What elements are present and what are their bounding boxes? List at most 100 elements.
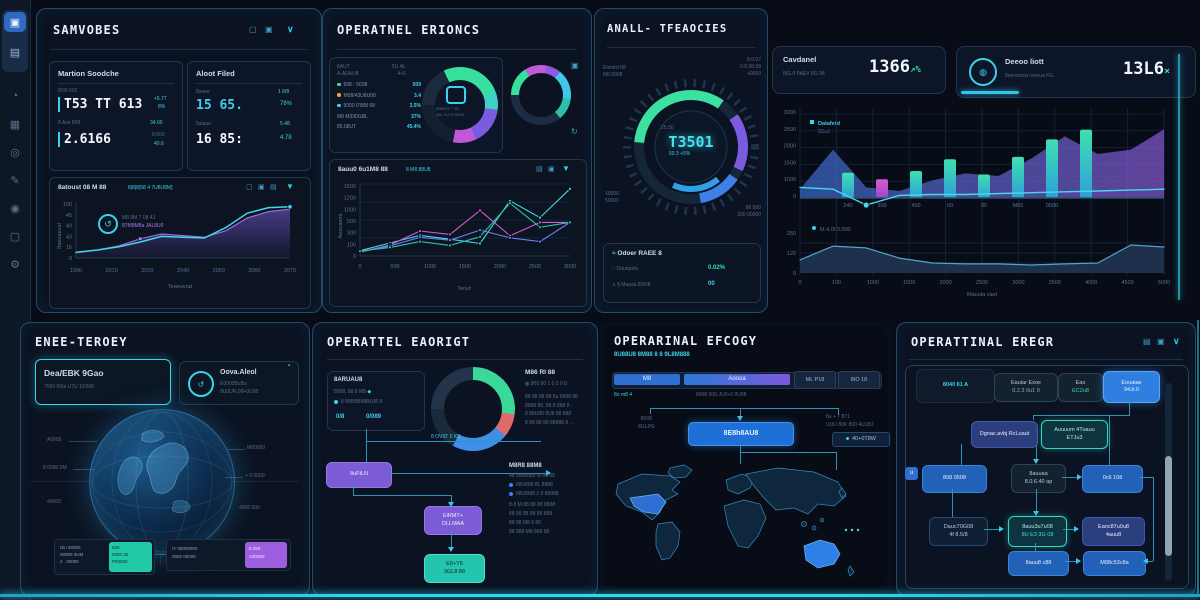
org-box-h[interactable]: 8auuaa 8.0.6.40 ap	[1011, 464, 1066, 493]
org-box-b3[interactable]: Eouaiae 94Jr.0	[1103, 371, 1160, 403]
kpi1-title: Cavdanel	[783, 55, 817, 64]
globe-chip-1[interactable]: Din 50000 00000 0UM 2 . 00000 50K 5000 30 P0…	[54, 539, 155, 575]
camera-icon[interactable]: ▣	[571, 61, 579, 70]
svg-text:M00: M00	[1013, 203, 1024, 209]
diamond-icon: ◆	[367, 389, 372, 395]
org-box-b1[interactable]: Eauiar Exoe 0.2.3 0u1 9	[994, 373, 1058, 402]
stat1-delta1: +5.77	[154, 96, 167, 102]
trend-chart-card: 8atoust 08 M 88 8|8|8|58 4 7U8U8M] ▢ ▣ ▤…	[49, 177, 311, 309]
org-box-b2[interactable]: Eao EC2u8	[1058, 373, 1103, 402]
kpi1-value: 1366↗%	[869, 57, 921, 77]
lines-ylabel: Aeeuaemt	[338, 213, 344, 239]
annotation-line1: M8 8M 7 08 4J	[122, 215, 156, 221]
org-box-f[interactable]: Auuuum 4Tuauu ETJu3	[1041, 420, 1108, 449]
org-box-k[interactable]: 8auu3u7u08 8U E3 3G 08	[1008, 516, 1067, 547]
sidebar-item-clock[interactable]: ◔	[11, 90, 19, 102]
donut-center-text2: 48L 3U78 08U8	[436, 112, 464, 117]
globe-selected-box[interactable]: Dea/EBK 9Gao 7000 00ta U7U 10'008	[35, 359, 171, 405]
panel-efficiency: OPERARINAL EFCOGY 8U88U8 8M88 8 8 9L8M88…	[600, 322, 892, 594]
layout-icon[interactable]: ▤	[536, 166, 543, 173]
svg-text:43: 43	[66, 234, 72, 240]
operations-ring-chart	[511, 65, 571, 125]
kpi-combo-chart: Datafetd 88u0 M 4.000.000 Mauuta vavt 24…	[784, 108, 1170, 298]
operations-donut-chart	[422, 67, 498, 143]
svg-text:100: 100	[832, 280, 841, 286]
svg-text:1000: 1000	[344, 207, 356, 213]
chevron-down-icon[interactable]: ∨	[1173, 336, 1180, 346]
stat1-delta3: 8.500	[152, 132, 165, 138]
chevron-filled-icon[interactable]: ▼	[562, 164, 570, 173]
gauge-label-tr: 8.0.07 0.0.00.08 +0000	[740, 57, 761, 77]
svg-text:0000: 0000	[1046, 203, 1058, 209]
org-box-n[interactable]: M88c53c8a	[1083, 551, 1146, 576]
progress-seg-1[interactable]: M8	[614, 374, 680, 385]
legend-row: M08/43U8U08 3.4	[337, 93, 421, 99]
annotation-line2: 87M8M8a JAL8U0	[122, 223, 164, 229]
kpi-xlabel: Mauuta vavt	[967, 292, 997, 298]
sidebar-item-edit[interactable]: ✎	[10, 174, 20, 187]
progress-box-1[interactable]: ML P18	[794, 371, 836, 389]
gauge-stats-row1-label: − Odunpets	[612, 266, 638, 272]
org-box-m[interactable]: 8auu8 c88	[1008, 551, 1069, 576]
chevron-down-icon[interactable]: ∨	[287, 24, 294, 34]
chevron-filled-icon[interactable]: ▼	[286, 182, 294, 191]
svg-text:3000: 3000	[1012, 280, 1024, 286]
gauge-stats-row1-value: 0.02%	[708, 265, 726, 271]
layout-icon[interactable]: ▤	[270, 184, 277, 191]
grid-icon[interactable]: ▣	[265, 25, 273, 34]
panel-gauge: ANALL- TFEAOCIES 25.50 T3501 50.3 +5% El…	[594, 8, 768, 313]
org-box-e[interactable]: Dgnac.avbj RcLuaut	[971, 421, 1038, 448]
grid-icon[interactable]: ▣	[1157, 337, 1165, 346]
org-box-i[interactable]: 0c6 108	[1082, 465, 1143, 493]
corner-marker-icon: ▪	[288, 363, 291, 369]
svg-text:1500: 1500	[344, 184, 356, 190]
refresh-ring-icon: ↺	[98, 214, 118, 234]
refresh-icon[interactable]: ↻	[571, 127, 578, 136]
chip2-tag: 8.250 A20000	[245, 542, 287, 568]
progress-box-2[interactable]: 8IO 18	[838, 371, 880, 389]
sidebar-item-folder[interactable]: ▢	[9, 230, 21, 243]
svg-text:00: 00	[947, 203, 953, 209]
gauge-stats-row2-label: ∧ § Maaaa 800/8	[612, 282, 651, 288]
svg-text:2060: 2060	[248, 268, 260, 274]
layout-icon[interactable]: ▤	[1143, 337, 1151, 346]
stat2-r2-label: 5alaue	[196, 121, 212, 127]
gauge-center-bottom: 50.3 +5%	[669, 151, 691, 157]
grid-icon[interactable]: ▣	[258, 184, 265, 191]
sidebar-item-target[interactable]: ◉	[10, 202, 20, 215]
globe-chip-2[interactable]: IY 00000000 0000 00000 8.250 A20000	[166, 539, 291, 571]
svg-text:1990: 1990	[70, 268, 82, 274]
globe-info-box[interactable]: ↺ Oova.Aleol E0000BuBu 8U0UR.08+0U08 ▪	[179, 361, 299, 405]
svg-text:1000: 1000	[867, 280, 879, 286]
svg-text:240: 240	[843, 203, 852, 209]
mid-right-tag[interactable]: 40+0T8W	[832, 432, 890, 447]
org-box-g[interactable]: 808 0508	[922, 465, 987, 493]
kpi1-sub: 8IG.0 PAEV 8G 98	[783, 71, 825, 77]
grid-icon[interactable]: ▣	[548, 166, 555, 173]
flow-box-3[interactable]: E8+Y8 9GL8 88	[424, 554, 485, 583]
flow-box-2[interactable]: EiRMT+ DLLMAA	[424, 506, 482, 535]
org-box-l[interactable]: Eanc87u0u8 4auu8	[1082, 517, 1145, 546]
primary-button[interactable]: 8E8h8AU8	[688, 422, 794, 446]
audit-list-row: 88 88 88 88 88 888	[509, 511, 553, 517]
sidebar-item-gear[interactable]: ⚙	[10, 258, 20, 271]
panel-globe: ENEE-TEROEY Dea/EBK 9Gao 7000 00ta U7U 1…	[20, 322, 310, 596]
sidebar-item-search[interactable]: ◎	[10, 146, 20, 159]
flow-box-1[interactable]: 8uFtLN	[326, 462, 392, 488]
sidebar-item-panel[interactable]: ▤	[9, 46, 21, 59]
panel-samples-title: SAMVOBES	[53, 23, 121, 37]
gauge-label-tl: Elentrd 08 M0.0008	[603, 65, 626, 78]
copy-icon[interactable]: ▢	[249, 25, 257, 34]
progress-seg-2[interactable]: Aoooa	[684, 374, 790, 385]
org-box-j[interactable]: Dauc70G08 4f 8.5/8	[929, 517, 988, 546]
square-icon[interactable]: ▢	[246, 184, 253, 191]
org-chip-u: u	[905, 467, 918, 480]
gauge-center-value: T3501	[668, 133, 714, 151]
scrollbar-thumb[interactable]	[1165, 456, 1172, 556]
sidebar-item-grid[interactable]: ▣	[4, 12, 26, 32]
svg-text:0: 0	[358, 264, 361, 270]
svg-text:0: 0	[798, 280, 801, 286]
globe-callout-l3: 40000	[47, 499, 61, 505]
sidebar-item-calendar[interactable]: ▦	[9, 118, 21, 131]
